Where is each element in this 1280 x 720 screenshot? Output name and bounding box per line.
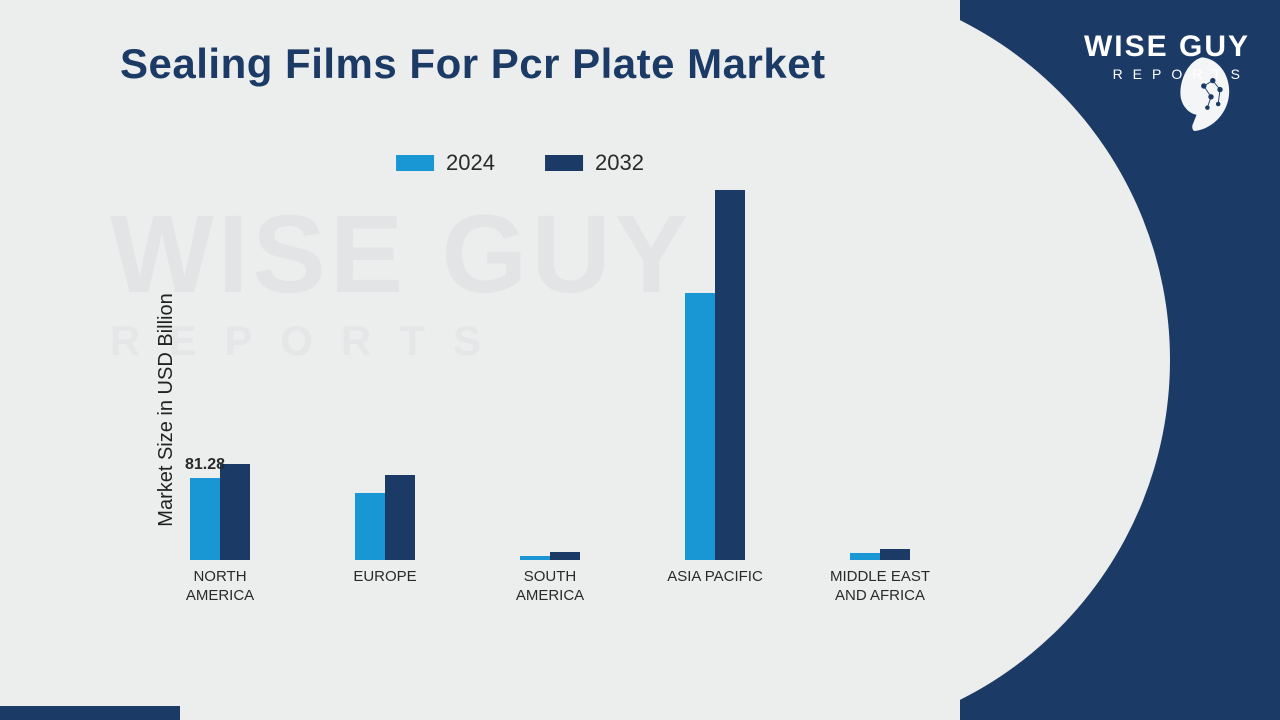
- x-axis-label: NORTH AMERICA: [160, 560, 280, 606]
- legend-swatch-2032: [545, 155, 583, 171]
- bar-2032: [715, 190, 745, 560]
- legend-item-2024: 2024: [396, 150, 495, 176]
- legend-label-2024: 2024: [446, 150, 495, 176]
- x-axis-label: ASIA PACIFIC: [655, 560, 775, 587]
- bar-2024: [190, 478, 220, 560]
- head-icon: [1148, 50, 1238, 140]
- x-axis-label: MIDDLE EAST AND AFRICA: [820, 560, 940, 606]
- infographic-canvas: WISE GUY REPORTS Sealing Films For Pcr P…: [0, 0, 1280, 720]
- bar-2032: [220, 464, 250, 560]
- bar-2032: [880, 549, 910, 560]
- plot-area: 81.28NORTH AMERICAEUROPESOUTH AMERICAASI…: [130, 190, 930, 560]
- bottom-accent-bar: [0, 706, 180, 720]
- bar-2024: [355, 493, 385, 560]
- chart-legend: 2024 2032: [396, 150, 644, 176]
- legend-item-2032: 2032: [545, 150, 644, 176]
- bar-chart: Market Size in USD Billion 2024 2032 81.…: [90, 150, 950, 670]
- x-axis-label: SOUTH AMERICA: [490, 560, 610, 606]
- bar-2032: [550, 552, 580, 560]
- page-title: Sealing Films For Pcr Plate Market: [120, 40, 826, 88]
- legend-label-2032: 2032: [595, 150, 644, 176]
- legend-swatch-2024: [396, 155, 434, 171]
- bar-value-label: 81.28: [185, 456, 225, 474]
- bar-2024: [685, 293, 715, 560]
- brand-logo: WISE GUY REPORTS: [1084, 30, 1250, 82]
- bar-2032: [385, 475, 415, 560]
- x-axis-label: EUROPE: [325, 560, 445, 587]
